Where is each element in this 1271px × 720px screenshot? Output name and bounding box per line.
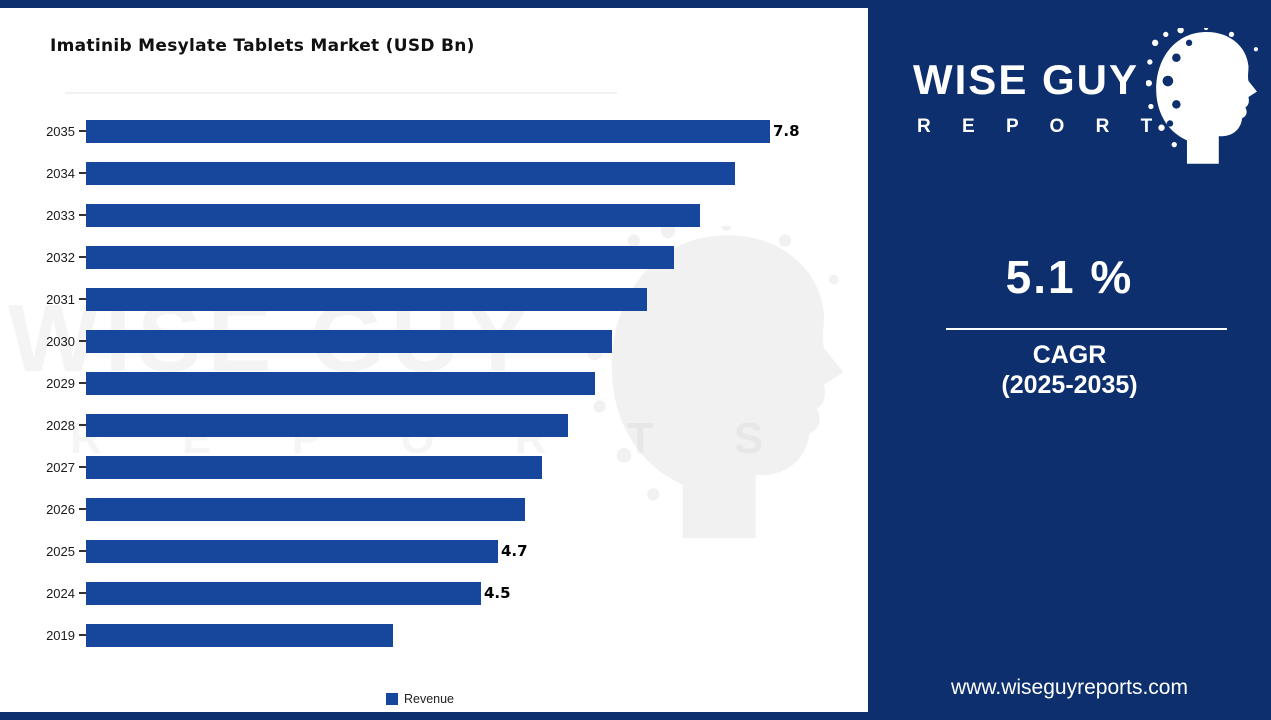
- revenue-bar: [86, 371, 595, 395]
- revenue-bar: [86, 623, 393, 647]
- cagr-period: (2025-2035): [1001, 371, 1138, 399]
- y-axis-tick-label: 2027: [46, 459, 75, 475]
- axis-tick: [79, 172, 86, 174]
- bar-track: 4.7: [86, 539, 854, 563]
- bar-value-label: 4.5: [484, 584, 511, 602]
- revenue-bar: [86, 119, 770, 143]
- bar-row: 2024 4.5: [20, 572, 854, 614]
- bar-value-label: 7.8: [773, 122, 800, 140]
- bar-row: 2031: [20, 278, 854, 320]
- chart-legend: Revenue: [0, 692, 840, 706]
- bar-row: 2032: [20, 236, 854, 278]
- bar-row: 2035 7.8: [20, 110, 854, 152]
- bar-track: [86, 329, 854, 353]
- axis-tick: [79, 466, 86, 468]
- revenue-bar: [86, 329, 612, 353]
- bar-value-label: 4.7: [501, 542, 528, 560]
- bar-row: 2025 4.7: [20, 530, 854, 572]
- bar-row: 2030: [20, 320, 854, 362]
- revenue-bar: [86, 413, 568, 437]
- legend-label: Revenue: [403, 692, 455, 706]
- bar-row: 2029: [20, 362, 854, 404]
- bar-track: [86, 161, 854, 185]
- bar-track: [86, 203, 854, 227]
- y-axis-tick-label: 2032: [46, 249, 75, 265]
- axis-tick: [79, 592, 86, 594]
- y-axis-tick-label: 2028: [46, 417, 75, 433]
- bar-track: 7.8: [86, 119, 854, 143]
- bar-chart: Imatinib Mesylate Tablets Market (USD Bn…: [0, 8, 868, 712]
- bar-row: 2019: [20, 614, 854, 656]
- axis-tick: [79, 634, 86, 636]
- cagr-divider: [946, 328, 1227, 330]
- revenue-bar: [86, 455, 542, 479]
- y-axis-tick-label: 2029: [46, 375, 75, 391]
- axis-tick: [79, 256, 86, 258]
- revenue-bar: [86, 287, 647, 311]
- bar-track: [86, 245, 854, 269]
- y-axis-tick-label: 2031: [46, 291, 75, 307]
- bar-row: 2028: [20, 404, 854, 446]
- y-axis-tick-label: 2026: [46, 501, 75, 517]
- axis-tick: [79, 130, 86, 132]
- title-divider: [65, 92, 617, 94]
- bar-row: 2027: [20, 446, 854, 488]
- revenue-bar: [86, 161, 735, 185]
- legend-swatch-icon: [385, 693, 398, 705]
- y-axis-tick-label: 2034: [46, 165, 75, 181]
- y-axis-tick-label: 2019: [46, 627, 75, 643]
- bar-track: [86, 455, 854, 479]
- revenue-bar: [86, 581, 481, 605]
- bar-track: [86, 623, 854, 647]
- y-axis-tick-label: 2033: [46, 207, 75, 223]
- website-url: www.wiseguyreports.com: [951, 676, 1188, 699]
- y-axis-tick-label: 2024: [46, 585, 75, 601]
- cagr-value: 5.1 %: [1005, 251, 1134, 303]
- bar-track: [86, 371, 854, 395]
- y-axis-tick-label: 2035: [46, 123, 75, 139]
- axis-tick: [79, 298, 86, 300]
- bar-track: [86, 287, 854, 311]
- logo-wordmark: WISE GUY: [913, 56, 1140, 103]
- axis-tick: [79, 508, 86, 510]
- bar-track: 4.5: [86, 581, 854, 605]
- axis-tick: [79, 340, 86, 342]
- cagr-label: CAGR: [1032, 341, 1107, 369]
- revenue-bar: [86, 245, 674, 269]
- axis-tick: [79, 214, 86, 216]
- axis-tick: [79, 550, 86, 552]
- bar-row: 2034: [20, 152, 854, 194]
- revenue-bar: [86, 539, 498, 563]
- y-axis-tick-label: 2025: [46, 543, 75, 559]
- brand-panel: WISE GUY R E P O R T S 5.1 % CAGR (2025-…: [868, 0, 1271, 720]
- bar-chart-rows: 2035 7.8 2034 2033 2032 2031 2030 2029 2028 2027 2…: [20, 110, 854, 656]
- axis-tick: [79, 382, 86, 384]
- top-border: [0, 0, 1271, 8]
- logo-subtext: R E P O R T S: [917, 116, 1210, 137]
- bar-track: [86, 413, 854, 437]
- axis-tick: [79, 424, 86, 426]
- chart-title: Imatinib Mesylate Tablets Market (USD Bn…: [50, 36, 475, 56]
- logo-head-icon: [1146, 28, 1259, 164]
- brand-logo: WISE GUY R E P O R T S: [913, 28, 1259, 173]
- bar-row: 2026: [20, 488, 854, 530]
- y-axis-tick-label: 2030: [46, 333, 75, 349]
- revenue-bar: [86, 497, 525, 521]
- bar-row: 2033: [20, 194, 854, 236]
- bar-track: [86, 497, 854, 521]
- revenue-bar: [86, 203, 700, 227]
- bottom-border: [0, 712, 1271, 720]
